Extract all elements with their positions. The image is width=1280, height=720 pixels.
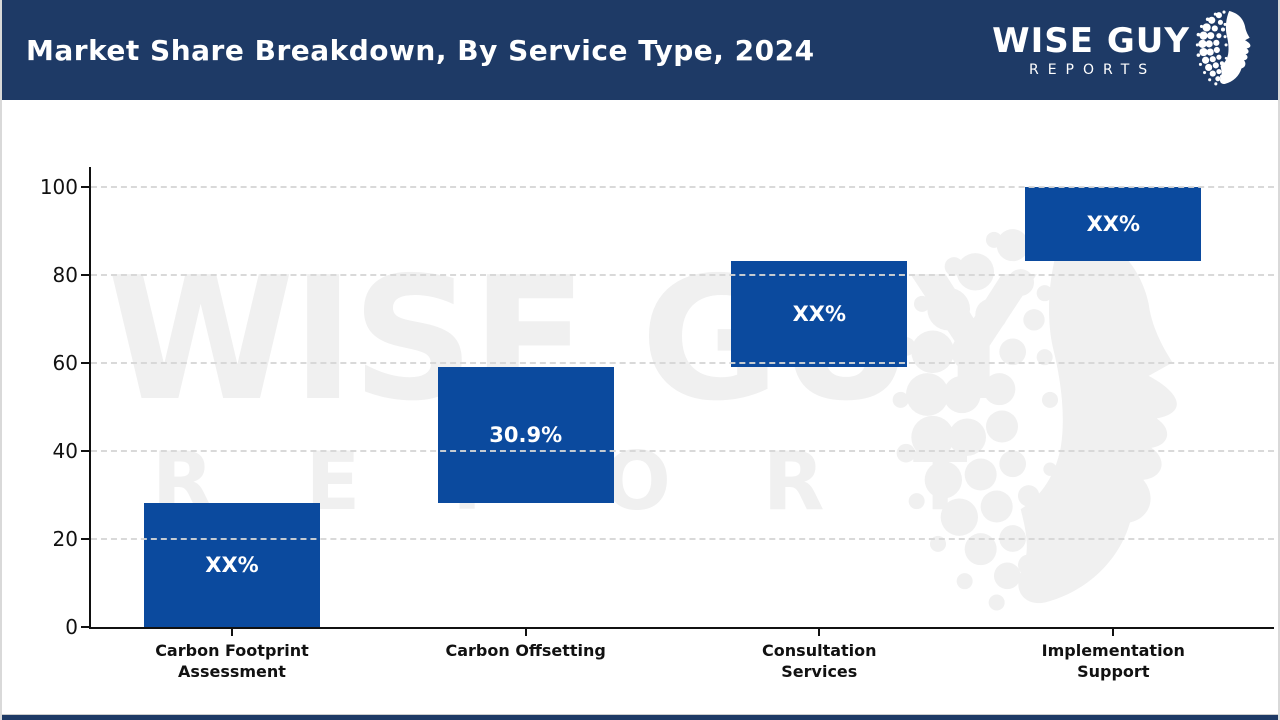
y-tick-label: 100 xyxy=(39,175,78,199)
y-axis-tick xyxy=(81,186,89,188)
y-tick-label: 60 xyxy=(52,351,78,375)
y-axis-line xyxy=(89,167,91,629)
y-axis-tick xyxy=(81,450,89,452)
x-axis-tick xyxy=(818,629,821,636)
face-dots xyxy=(1195,10,1228,86)
x-category-label: Consultation Services xyxy=(762,641,877,681)
x-axis-tick xyxy=(231,629,233,636)
x-category-label: Carbon Footprint Assessment xyxy=(155,641,309,681)
bar: 30.9% xyxy=(437,366,614,503)
bar: XX% xyxy=(144,502,320,627)
x-axis-tick xyxy=(524,629,527,636)
y-tick-label: 80 xyxy=(52,263,78,287)
logo-text: WISE GUY REPORTS xyxy=(992,24,1190,77)
y-tick-label: 20 xyxy=(52,527,78,551)
y-tick-label: 40 xyxy=(52,439,78,463)
page-title: Market Share Breakdown, By Service Type,… xyxy=(26,33,815,67)
y-axis-tick xyxy=(81,274,89,276)
wise-guy-logo: WISE GUY REPORTS xyxy=(992,9,1254,91)
y-tick-label: 0 xyxy=(65,615,78,639)
bar-value-label: XX% xyxy=(205,552,259,577)
header-bar: Market Share Breakdown, By Service Type,… xyxy=(2,0,1278,100)
logo-subtitle: REPORTS xyxy=(1028,61,1157,78)
y-gridline xyxy=(91,538,1274,540)
x-category-label: Implementation Support xyxy=(1041,641,1185,681)
bar-value-label: XX% xyxy=(792,301,847,326)
y-gridline xyxy=(91,274,1274,276)
watermark-face-icon xyxy=(874,213,1194,640)
y-gridline xyxy=(91,362,1274,364)
x-axis-line xyxy=(89,627,1274,629)
bar-value-label: XX% xyxy=(1086,211,1141,236)
y-gridline xyxy=(91,186,1274,188)
bar: XX% xyxy=(731,260,908,367)
x-category-label: Carbon Offsetting xyxy=(445,641,606,660)
x-axis-tick xyxy=(1112,629,1115,636)
y-axis-tick xyxy=(81,538,89,540)
footer-accent-bar xyxy=(2,715,1278,720)
y-axis-tick xyxy=(81,626,89,628)
bar-value-label: 30.9% xyxy=(489,422,563,447)
wise-guy-face-icon xyxy=(1192,9,1254,91)
bar: XX% xyxy=(1025,187,1202,261)
y-axis-tick xyxy=(81,362,89,364)
footer-divider xyxy=(2,714,1278,715)
y-gridline xyxy=(91,450,1274,452)
logo-wordmark: WISE GUY xyxy=(992,20,1190,61)
